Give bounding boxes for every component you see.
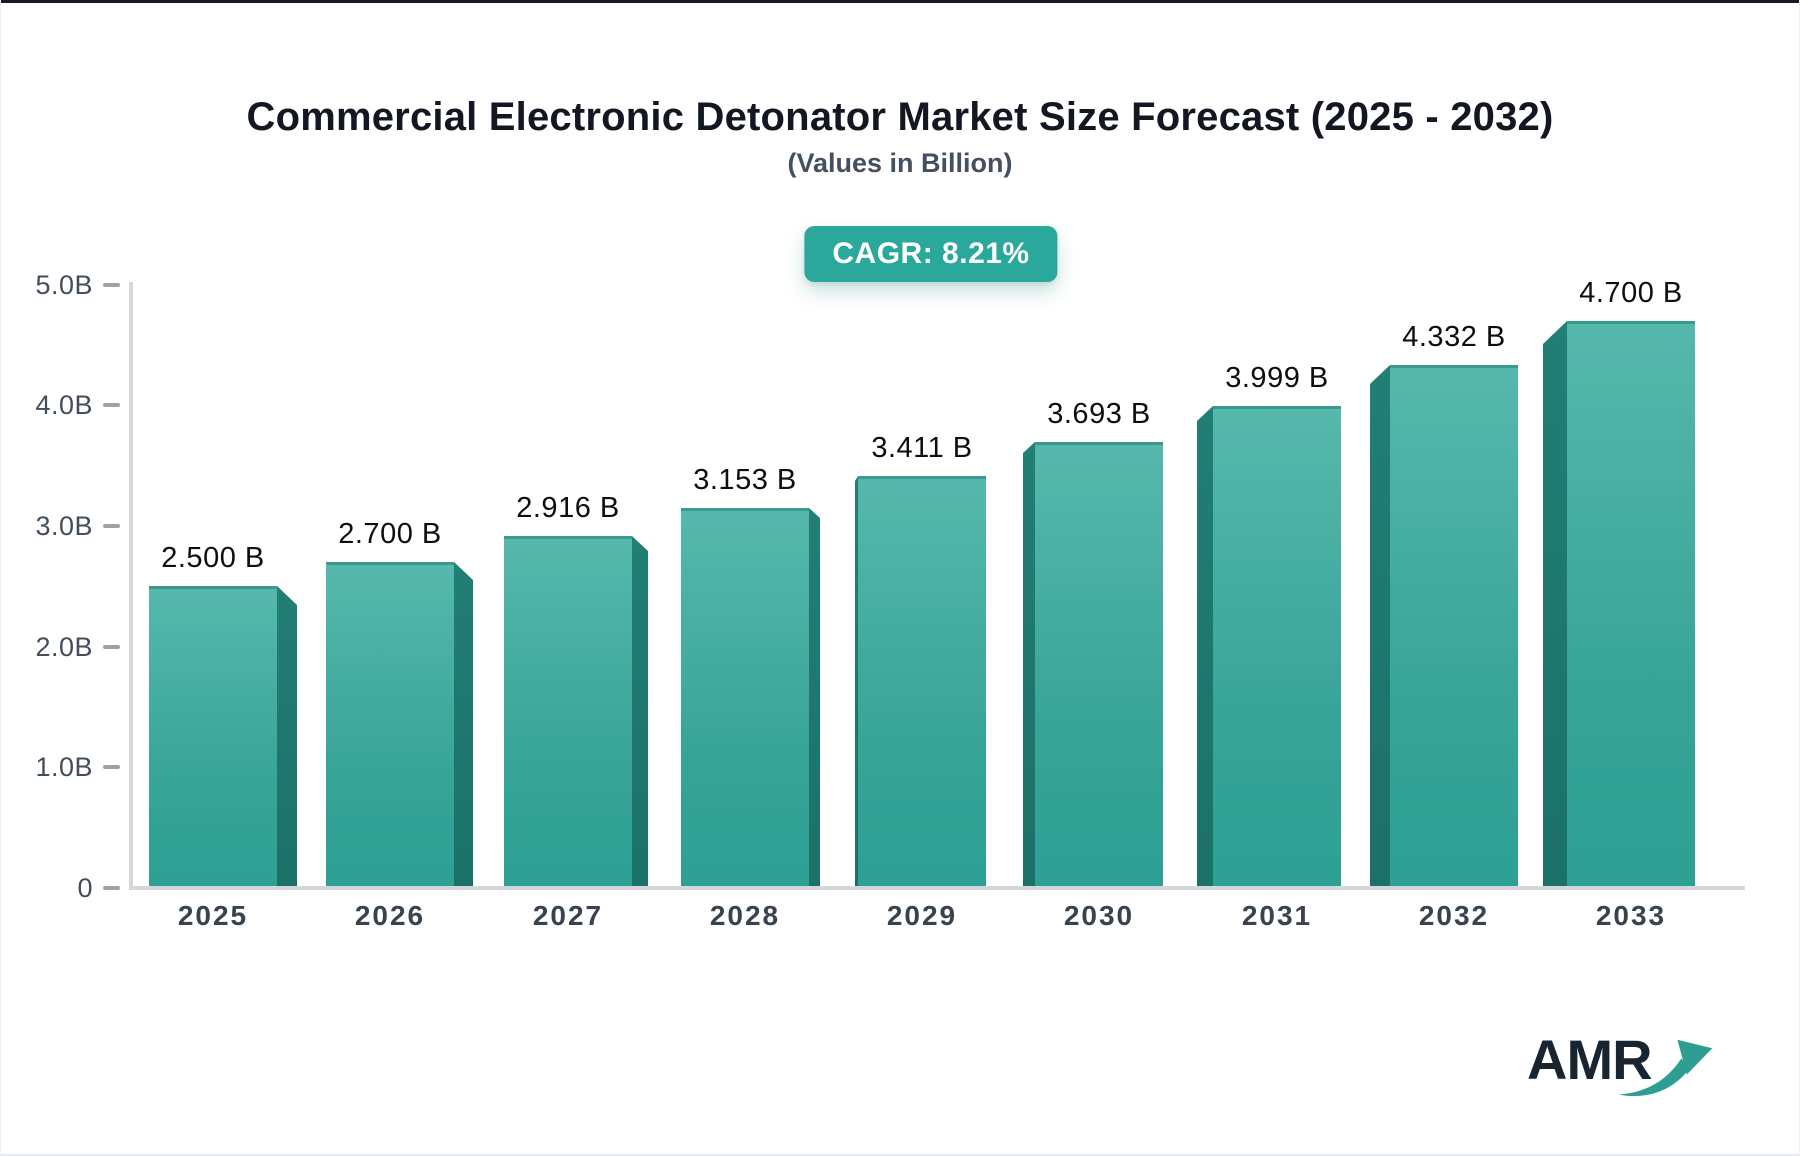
x-axis-label: 2027 <box>532 900 604 931</box>
bar-side-2025 <box>277 586 297 888</box>
y-axis-label: 1.0B <box>35 752 93 783</box>
bar-side-2031 <box>1197 406 1213 888</box>
x-axis-label: 2030 <box>1063 900 1135 931</box>
y-axis-tick <box>103 282 120 287</box>
y-axis-label: 4.0B <box>35 390 93 421</box>
bar-value-label: 3.999 B <box>1225 362 1329 394</box>
x-axis-label: 2033 <box>1595 900 1667 931</box>
x-axis-label: 2025 <box>177 900 249 931</box>
bar-value-label: 2.700 B <box>338 518 442 550</box>
bar-value-label: 2.500 B <box>161 542 265 574</box>
amr-logo: AMR <box>1527 1028 1747 1120</box>
growth-arrow-icon <box>1618 1039 1713 1097</box>
bar-value-label: 3.153 B <box>693 464 797 496</box>
y-axis-tick <box>103 524 120 529</box>
y-axis-label: 5.0B <box>35 269 93 300</box>
y-axis-line <box>129 282 133 888</box>
bar-side-2026 <box>454 562 473 888</box>
bar-2032 <box>1390 365 1518 888</box>
x-axis-label: 2032 <box>1418 900 1490 931</box>
bar-2027 <box>504 536 632 888</box>
bar-2031 <box>1213 406 1341 888</box>
x-axis-label: 2029 <box>886 900 958 931</box>
y-axis-tick <box>103 886 120 890</box>
y-axis-label: 0 <box>77 873 93 903</box>
cagr-badge: CAGR: 8.21% <box>804 226 1058 282</box>
y-axis-label: 3.0B <box>35 511 93 542</box>
bar-2033 <box>1567 321 1695 888</box>
bar-2026 <box>326 562 454 888</box>
x-axis-label: 2028 <box>709 900 781 931</box>
bar-side-2033 <box>1543 321 1567 888</box>
y-axis-tick <box>103 644 120 649</box>
window-top-edge <box>1 0 1799 3</box>
x-axis-label: 2031 <box>1241 900 1313 931</box>
y-axis-tick <box>103 765 120 770</box>
bar-side-2027 <box>632 536 648 888</box>
bar-2025 <box>149 586 277 888</box>
x-axis-label: 2026 <box>354 900 426 931</box>
amr-logo-text: AMR <box>1527 1028 1653 1091</box>
bar-2029 <box>858 476 986 888</box>
bar-value-label: 3.411 B <box>871 432 973 464</box>
bar-side-2028 <box>809 508 820 888</box>
bar-side-2032 <box>1370 365 1390 888</box>
chart-title: Commercial Electronic Detonator Market S… <box>246 95 1554 139</box>
bar-value-label: 4.332 B <box>1402 321 1506 353</box>
bar-side-2029 <box>855 476 858 888</box>
bar-2030 <box>1035 442 1163 888</box>
bar-value-label: 2.916 B <box>516 492 620 524</box>
chart-subtitle: (Values in Billion) <box>787 148 1013 178</box>
bar-side-2030 <box>1023 442 1035 888</box>
y-axis-label: 2.0B <box>35 631 93 662</box>
bar-value-label: 4.700 B <box>1579 277 1683 309</box>
bar-value-label: 3.693 B <box>1047 398 1151 430</box>
x-axis-line <box>129 886 1745 890</box>
y-axis-tick <box>103 403 120 408</box>
bar-2028 <box>681 508 809 888</box>
